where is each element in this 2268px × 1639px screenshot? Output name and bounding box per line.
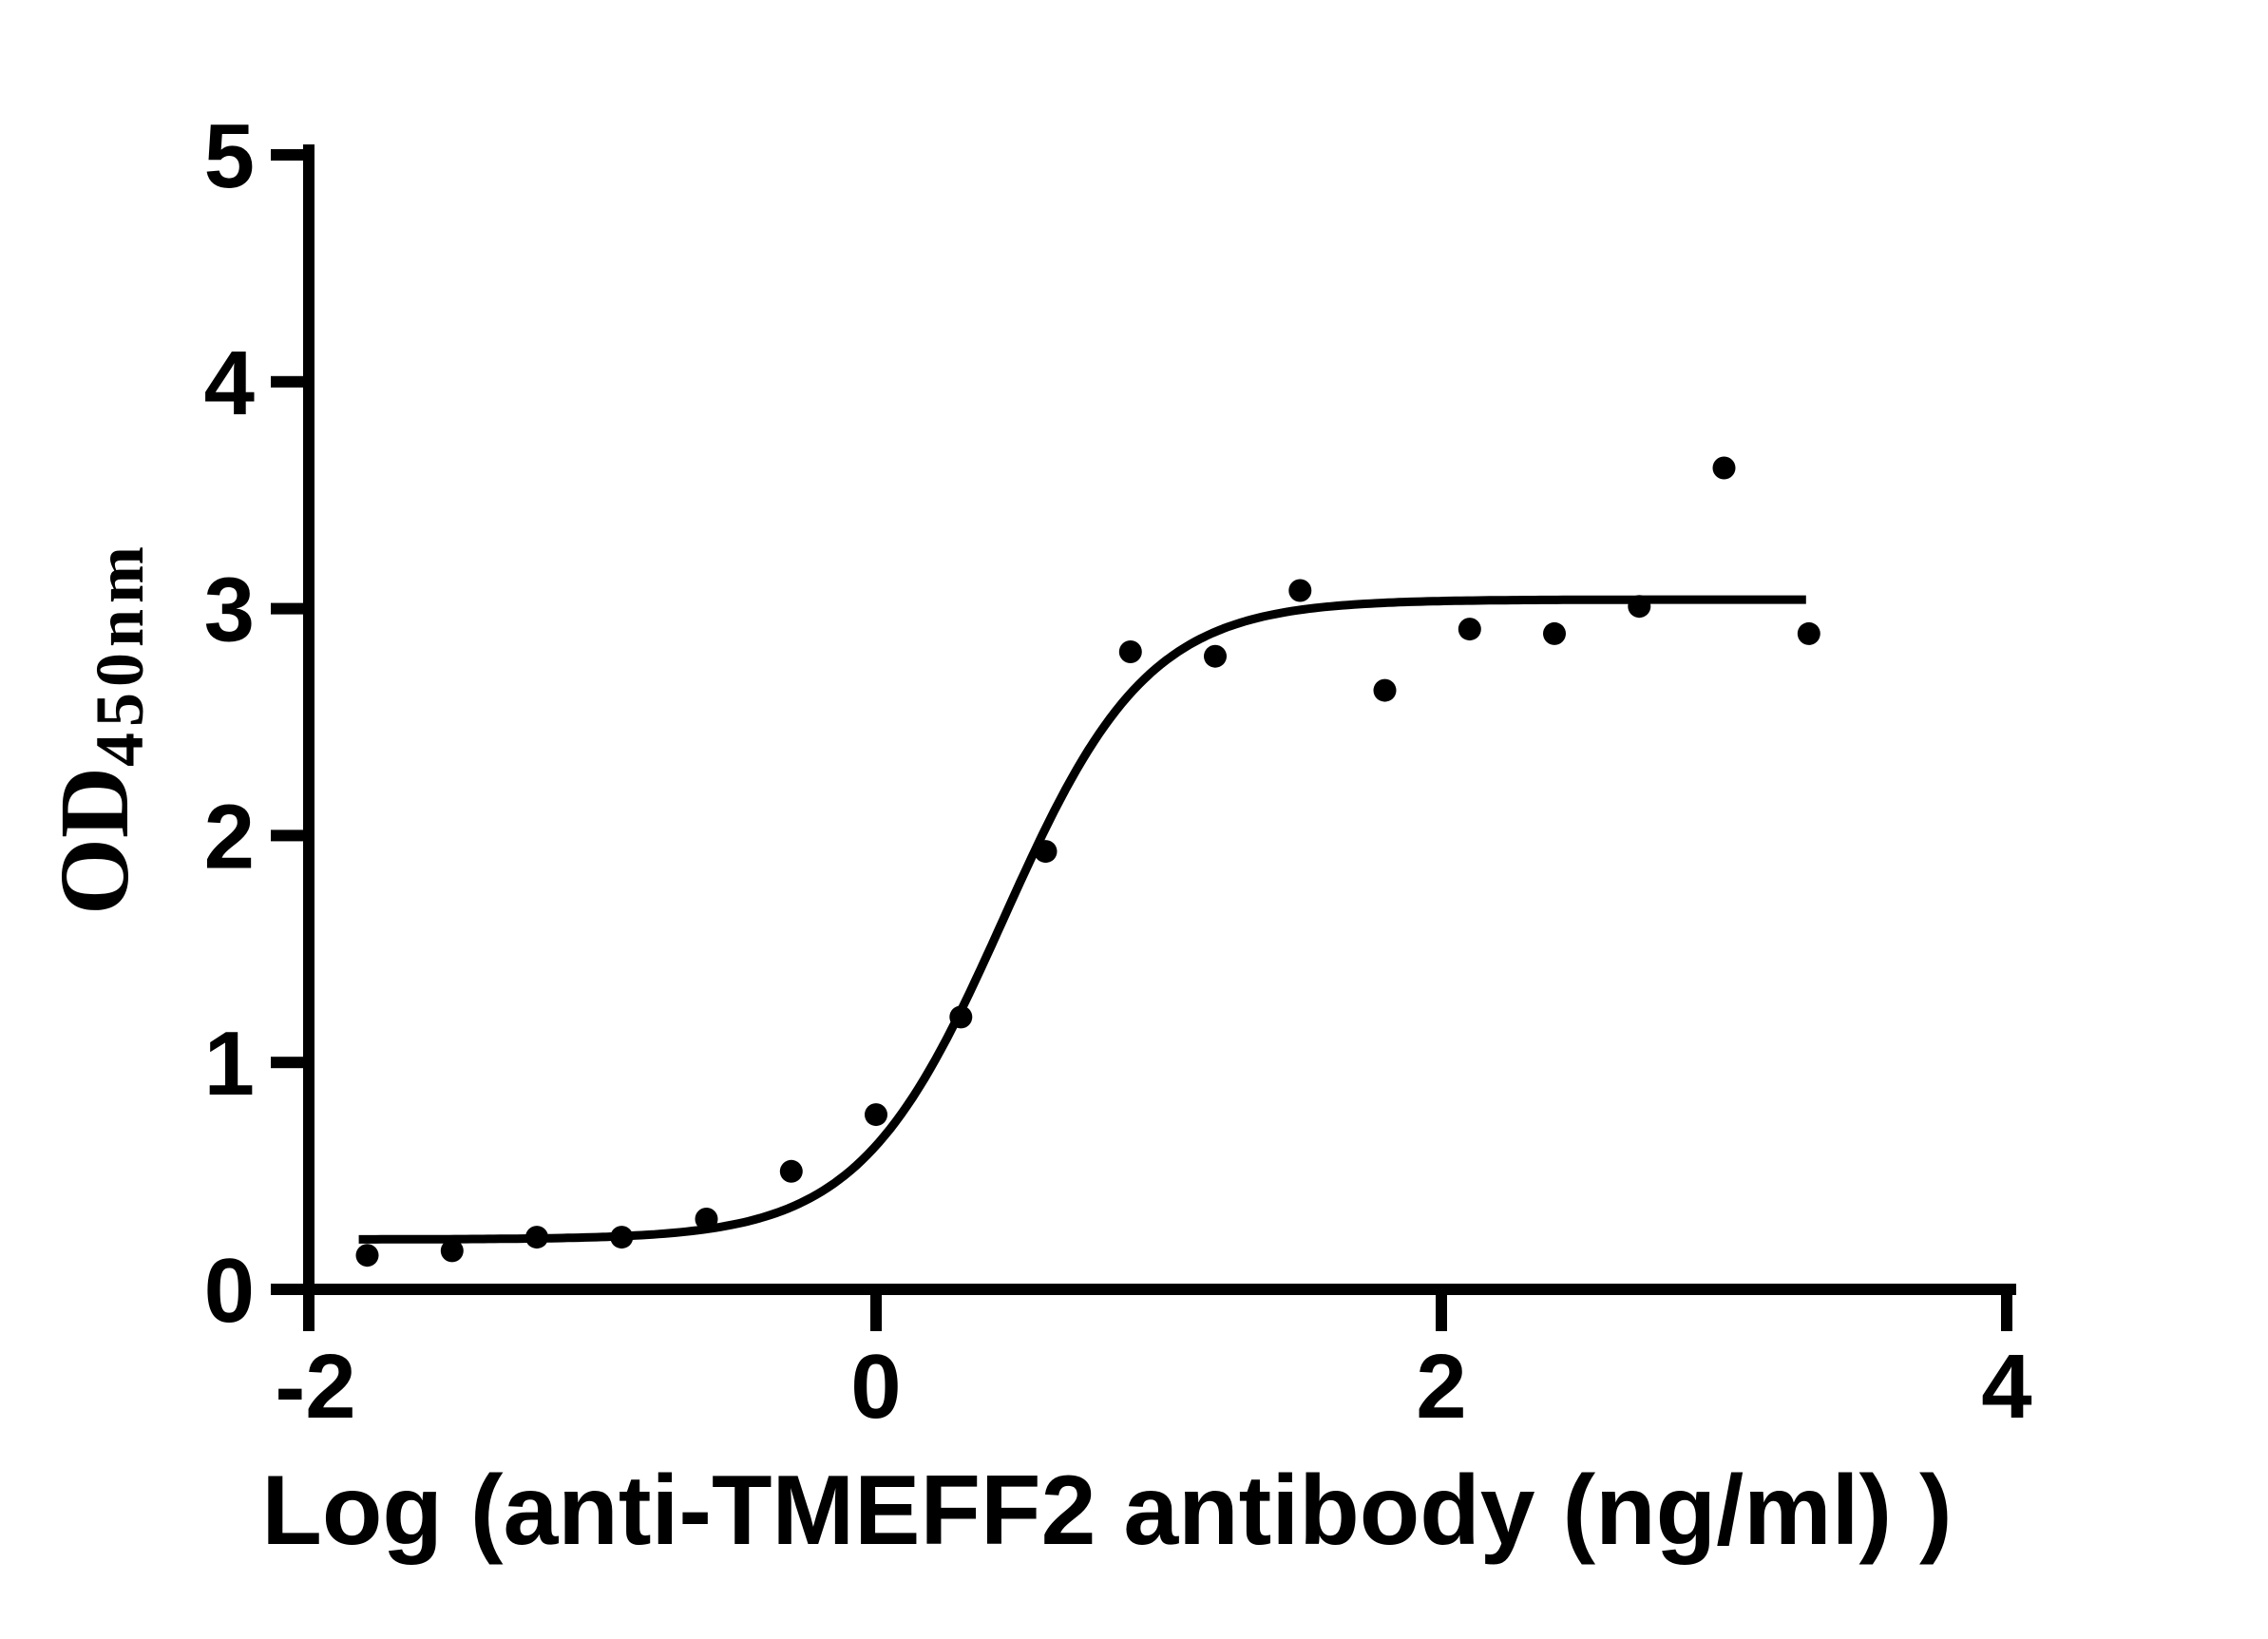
data-point-marker	[355, 1244, 379, 1267]
data-point-marker	[949, 1005, 973, 1029]
data-point-marker	[525, 1226, 548, 1249]
y-axis-label-main: OD	[40, 767, 149, 916]
data-point-marker	[1034, 840, 1058, 864]
x-tick-label: -2	[275, 1336, 355, 1438]
y-tick-label: 4	[204, 333, 255, 434]
y-tick-mark	[271, 829, 309, 842]
data-point-marker	[440, 1239, 464, 1263]
x-axis-line	[273, 1284, 2016, 1295]
x-tick-label: 2	[1416, 1336, 1466, 1438]
y-tick-mark	[271, 1057, 309, 1069]
data-point-marker	[1797, 621, 1820, 645]
fit-curve	[358, 595, 1806, 1244]
y-tick-label: 3	[204, 560, 255, 661]
data-point-marker	[1458, 618, 1481, 641]
y-tick-label: 2	[204, 786, 255, 887]
y-axis-label: OD450nm	[40, 541, 158, 915]
data-point-marker	[1712, 456, 1736, 480]
data-point-marker	[695, 1208, 718, 1230]
y-tick-mark	[271, 1284, 309, 1295]
y-tick-mark	[271, 149, 309, 161]
x-tick-mark	[2001, 1289, 2012, 1331]
data-point-marker	[1543, 621, 1566, 645]
y-tick-label: 1	[204, 1013, 255, 1115]
x-axis-title: Log (anti-TMEFF2 antibody (ng/ml) )	[261, 1456, 1953, 1566]
y-tick-mark	[271, 375, 309, 388]
y-tick-label: 5	[204, 105, 255, 207]
y-tick-mark	[271, 602, 309, 615]
x-tick-label: 4	[1981, 1336, 2031, 1438]
y-axis-label-subscript: 450nm	[82, 540, 158, 768]
data-point-marker	[865, 1103, 887, 1127]
y-tick-label: 0	[204, 1240, 255, 1342]
data-point-marker	[1118, 640, 1142, 663]
data-point-marker	[1288, 579, 1312, 602]
x-tick-mark	[870, 1289, 882, 1331]
x-tick-mark	[1436, 1289, 1447, 1331]
y-axis-line	[303, 144, 314, 1331]
data-point-marker	[1373, 678, 1397, 702]
x-tick-label: 0	[850, 1336, 901, 1438]
data-point-marker	[610, 1226, 634, 1249]
data-point-marker	[779, 1159, 803, 1183]
data-point-marker	[1204, 644, 1227, 668]
data-point-marker	[1628, 595, 1651, 619]
